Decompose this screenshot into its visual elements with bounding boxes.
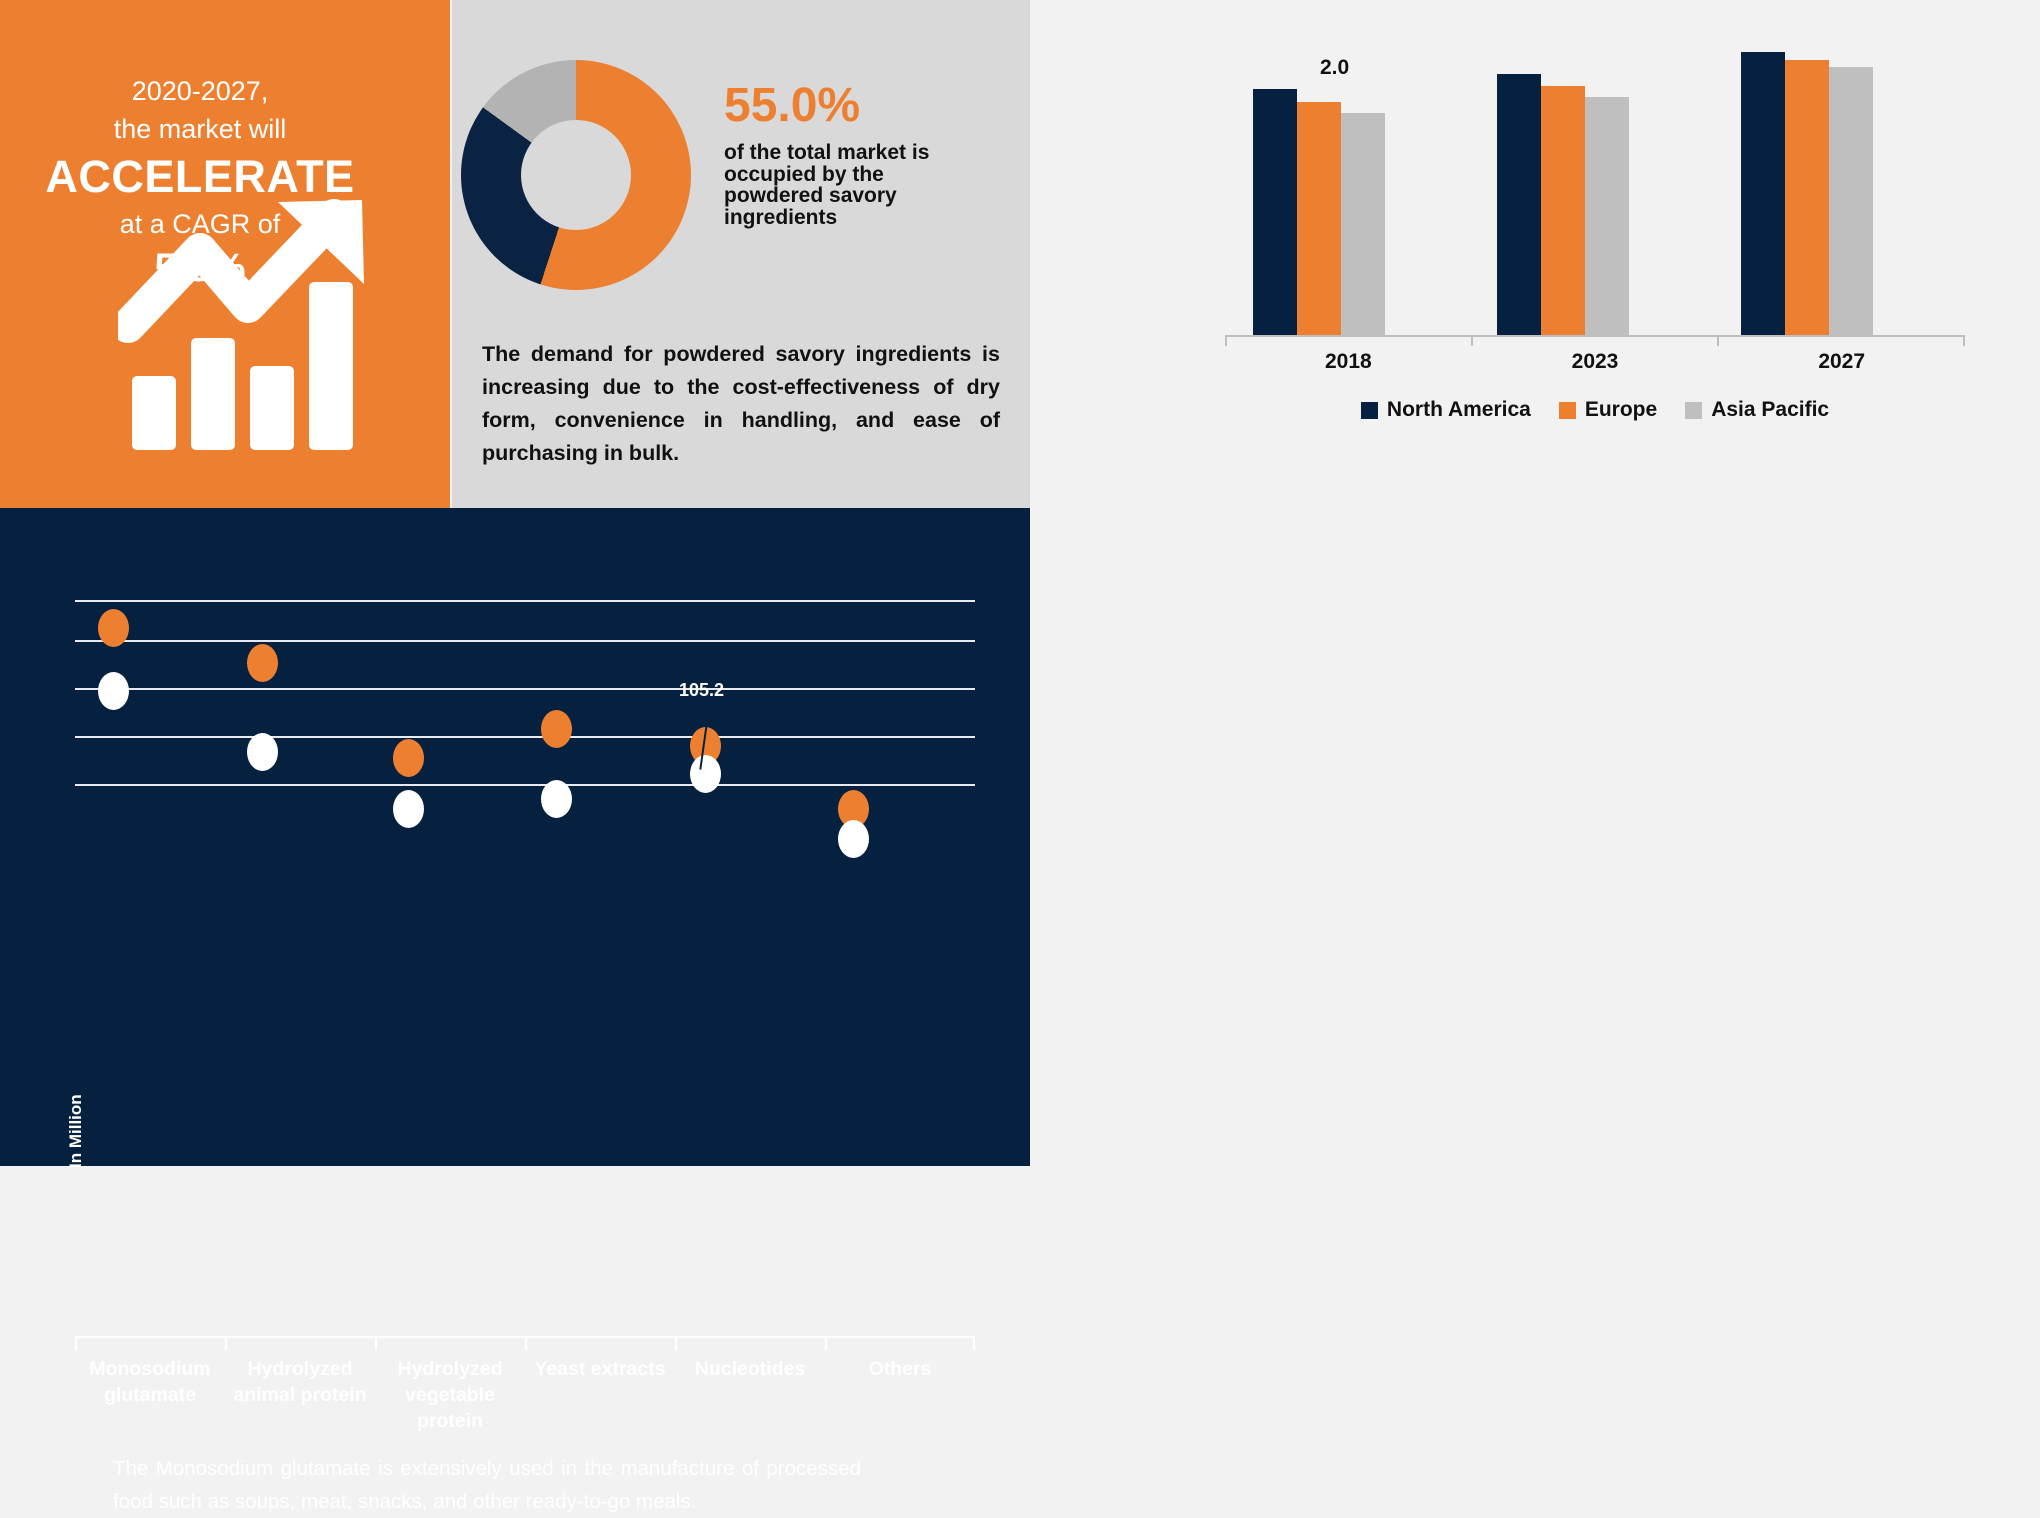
data-point-white [393,790,424,828]
data-point-orange [393,739,424,777]
donut-percentage: 55.0% [724,79,861,132]
bar-chart-legend: North America Europe Asia Pacific [1225,398,1965,422]
x-axis-category: Yeast extracts [534,1358,666,1380]
legend-label: Europe [1584,398,1658,421]
gridline [75,688,975,690]
bar-chart-plot-area: 2.0 [1225,50,1965,335]
legend-item-europe: Europe [1558,398,1658,422]
bar-group-2023 [1497,50,1687,335]
axis-tick [1963,335,1965,346]
bar-asia-pacific [1341,113,1385,335]
cagr-line-accelerate: ACCELERATE [45,151,355,202]
legend-swatch-europe [1558,401,1576,419]
legend-swatch-asia-pacific [1685,401,1703,419]
dot-plot-value-label: 105.2 [679,680,725,700]
bar-data-label: 2.0 [1320,56,1350,79]
data-point-orange [541,710,572,748]
dot-plot-x-axis-labels: Monosodium glutamate Hydrolyzed animal p… [75,1356,975,1434]
data-point-orange [247,644,278,682]
x-axis-category: 2027 [1818,350,1866,373]
donut-stat-block: 55.0% of the total market is occupied by… [724,78,954,228]
dot-plot-caption: The Monosodium glutamate is extensively … [113,1457,861,1513]
data-point-white [98,672,129,710]
axis-tick [825,1336,827,1350]
bar-chart-x-axis [1225,335,1965,337]
data-point-white [690,755,721,793]
axis-tick [1717,335,1719,346]
data-point-orange [98,609,129,647]
data-point-white [541,780,572,818]
data-point-white [838,820,869,858]
bar-europe [1785,60,1829,335]
x-axis-category: 2018 [1324,350,1372,373]
bar-chart-x-axis-labels: 2018 2023 2027 [1225,350,1965,374]
axis-tick [973,1336,975,1350]
data-point-white [247,733,278,771]
x-axis-category: Monosodium glutamate [89,1358,211,1406]
donut-chart [461,60,711,310]
legend-label: North America [1386,398,1531,421]
bar-asia-pacific [1585,97,1629,335]
bar-group-2027 [1741,50,1931,335]
gridline [75,784,975,786]
x-axis-category: Hydrolyzed animal protein [233,1358,367,1406]
growth-arrow-bar-chart-icon [118,199,364,450]
x-axis-category: Others [868,1358,932,1380]
bar-group-2018 [1253,50,1443,335]
axis-tick [675,1336,677,1350]
dot-plot-chart: 105.2 [55,600,975,858]
donut-description: of the total market is occupied by the p… [724,141,930,229]
gridline [75,600,975,602]
axis-tick [225,1336,227,1350]
cagr-panel: 2020-2027, the market will ACCELERATE at… [0,0,450,508]
dot-plot-panel: In Million [0,508,1030,1513]
gridline [75,736,975,738]
axis-tick [1225,335,1227,346]
x-axis-category: Hydrolyzed vegetable protein [397,1358,503,1432]
bar-chart: 2.0 2018 2023 2027 North America Europe [1195,50,1965,421]
bar-europe [1541,86,1585,335]
gridline [75,640,975,642]
x-axis-category: Nucleotides [694,1358,806,1380]
bar-north-america [1741,52,1785,335]
bar-north-america [1253,89,1297,335]
axis-tick [75,1336,77,1350]
legend-item-asia-pacific: Asia Pacific [1685,398,1829,422]
right-column: USD (Billion) 2.0 [1030,0,2040,1166]
axis-tick [1471,335,1473,346]
cagr-line-market-will: the market will [113,114,287,144]
cagr-line-period: 2020-2027, [131,76,269,106]
legend-item-north-america: North America [1360,398,1531,422]
dot-plot-y-axis-label: In Million [66,1094,85,1168]
donut-ring [461,60,691,290]
legend-label: Asia Pacific [1711,398,1830,421]
bar-europe [1297,102,1341,335]
donut-panel: 55.0% of the total market is occupied by… [452,0,1030,508]
bar-north-america [1497,74,1541,335]
legend-swatch-north-america [1360,401,1378,419]
left-column: 2020-2027, the market will ACCELERATE at… [0,0,1030,1513]
x-axis-category: 2023 [1571,350,1619,373]
donut-caption: The demand for powdered savory ingredien… [482,342,1000,465]
bar-asia-pacific [1829,67,1873,335]
axis-tick [375,1336,377,1350]
axis-tick [525,1336,527,1350]
